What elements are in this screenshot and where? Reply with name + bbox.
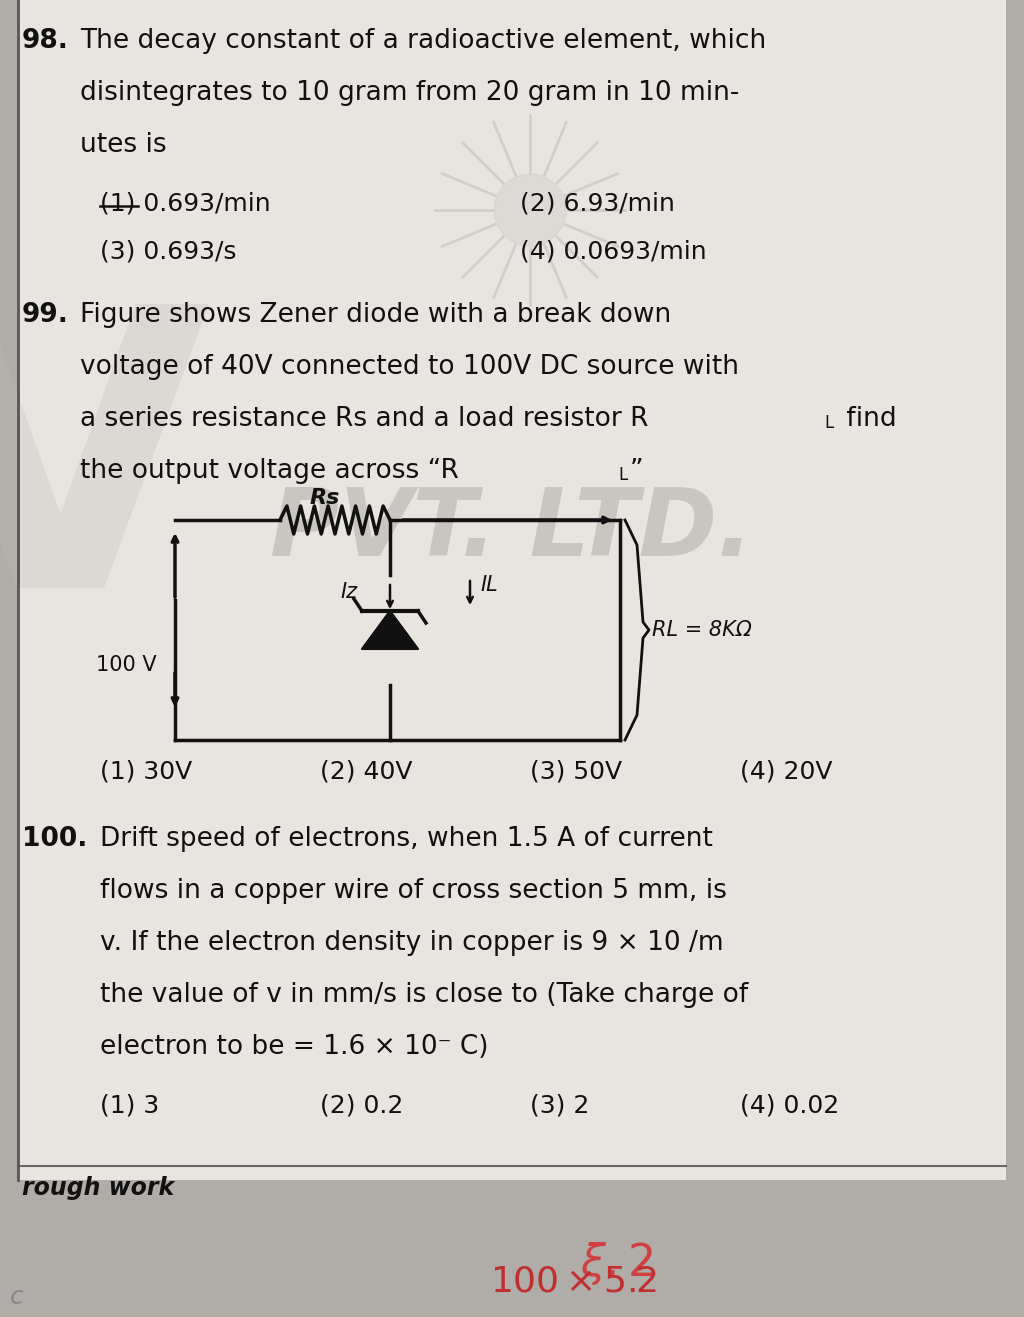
Text: Rs: Rs	[310, 489, 340, 508]
Text: (1) 0.693/min: (1) 0.693/min	[100, 192, 270, 216]
Text: (2) 40V: (2) 40V	[319, 760, 413, 784]
Text: find: find	[838, 406, 897, 432]
Text: c: c	[10, 1285, 24, 1309]
Text: rough work: rough work	[22, 1176, 174, 1200]
Text: electron to be = 1.6 × 10⁻ C): electron to be = 1.6 × 10⁻ C)	[100, 1034, 488, 1060]
Text: (1) 3: (1) 3	[100, 1094, 160, 1118]
Text: flows in a copper wire of cross section 5 mm, is: flows in a copper wire of cross section …	[100, 878, 727, 903]
Text: $\mathit{100 \times 5.2}$: $\mathit{100 \times 5.2}$	[490, 1266, 657, 1299]
Text: $\mathit{\xi.2}$: $\mathit{\xi.2}$	[580, 1241, 653, 1287]
Text: Iz: Iz	[341, 582, 358, 602]
Text: v. If the electron density in copper is 9 × 10 /m: v. If the electron density in copper is …	[100, 930, 724, 956]
Text: the output voltage across “R: the output voltage across “R	[80, 458, 459, 485]
Text: (4) 20V: (4) 20V	[740, 760, 833, 784]
Text: 99.: 99.	[22, 302, 69, 328]
Text: 98.: 98.	[22, 28, 69, 54]
Text: L: L	[618, 466, 628, 485]
Text: (4) 0.02: (4) 0.02	[740, 1094, 840, 1118]
Text: the value of v in mm/s is close to (Take charge of: the value of v in mm/s is close to (Take…	[100, 982, 749, 1008]
Text: (3) 2: (3) 2	[530, 1094, 590, 1118]
Text: a series resistance Rs and a load resistor R: a series resistance Rs and a load resist…	[80, 406, 648, 432]
Text: (4) 0.0693/min: (4) 0.0693/min	[520, 240, 707, 263]
Text: disintegrates to 10 gram from 20 gram in 10 min-: disintegrates to 10 gram from 20 gram in…	[80, 80, 739, 105]
Text: RL = 8KΩ: RL = 8KΩ	[652, 620, 752, 640]
Polygon shape	[362, 611, 418, 649]
Text: (1) 30V: (1) 30V	[100, 760, 193, 784]
Text: Figure shows Zener diode with a break down: Figure shows Zener diode with a break do…	[80, 302, 672, 328]
Text: (3) 0.693/s: (3) 0.693/s	[100, 240, 237, 263]
Text: 100 V: 100 V	[96, 655, 157, 676]
Text: V: V	[0, 291, 211, 669]
Text: voltage of 40V connected to 100V DC source with: voltage of 40V connected to 100V DC sour…	[80, 354, 739, 381]
Text: (2) 0.2: (2) 0.2	[319, 1094, 403, 1118]
Circle shape	[494, 174, 566, 246]
Text: 100.: 100.	[22, 826, 87, 852]
Text: utes is: utes is	[80, 132, 167, 158]
Text: Drift speed of electrons, when 1.5 A of current: Drift speed of electrons, when 1.5 A of …	[100, 826, 713, 852]
Text: PVT. LTD.: PVT. LTD.	[270, 485, 754, 576]
Bar	[18, 0, 1006, 1180]
Text: IL: IL	[480, 576, 498, 595]
Text: (2) 6.93/min: (2) 6.93/min	[520, 192, 675, 216]
Text: L: L	[824, 414, 834, 432]
Text: The decay constant of a radioactive element, which: The decay constant of a radioactive elem…	[80, 28, 766, 54]
Text: (3) 50V: (3) 50V	[530, 760, 623, 784]
Text: ”: ”	[630, 458, 644, 485]
